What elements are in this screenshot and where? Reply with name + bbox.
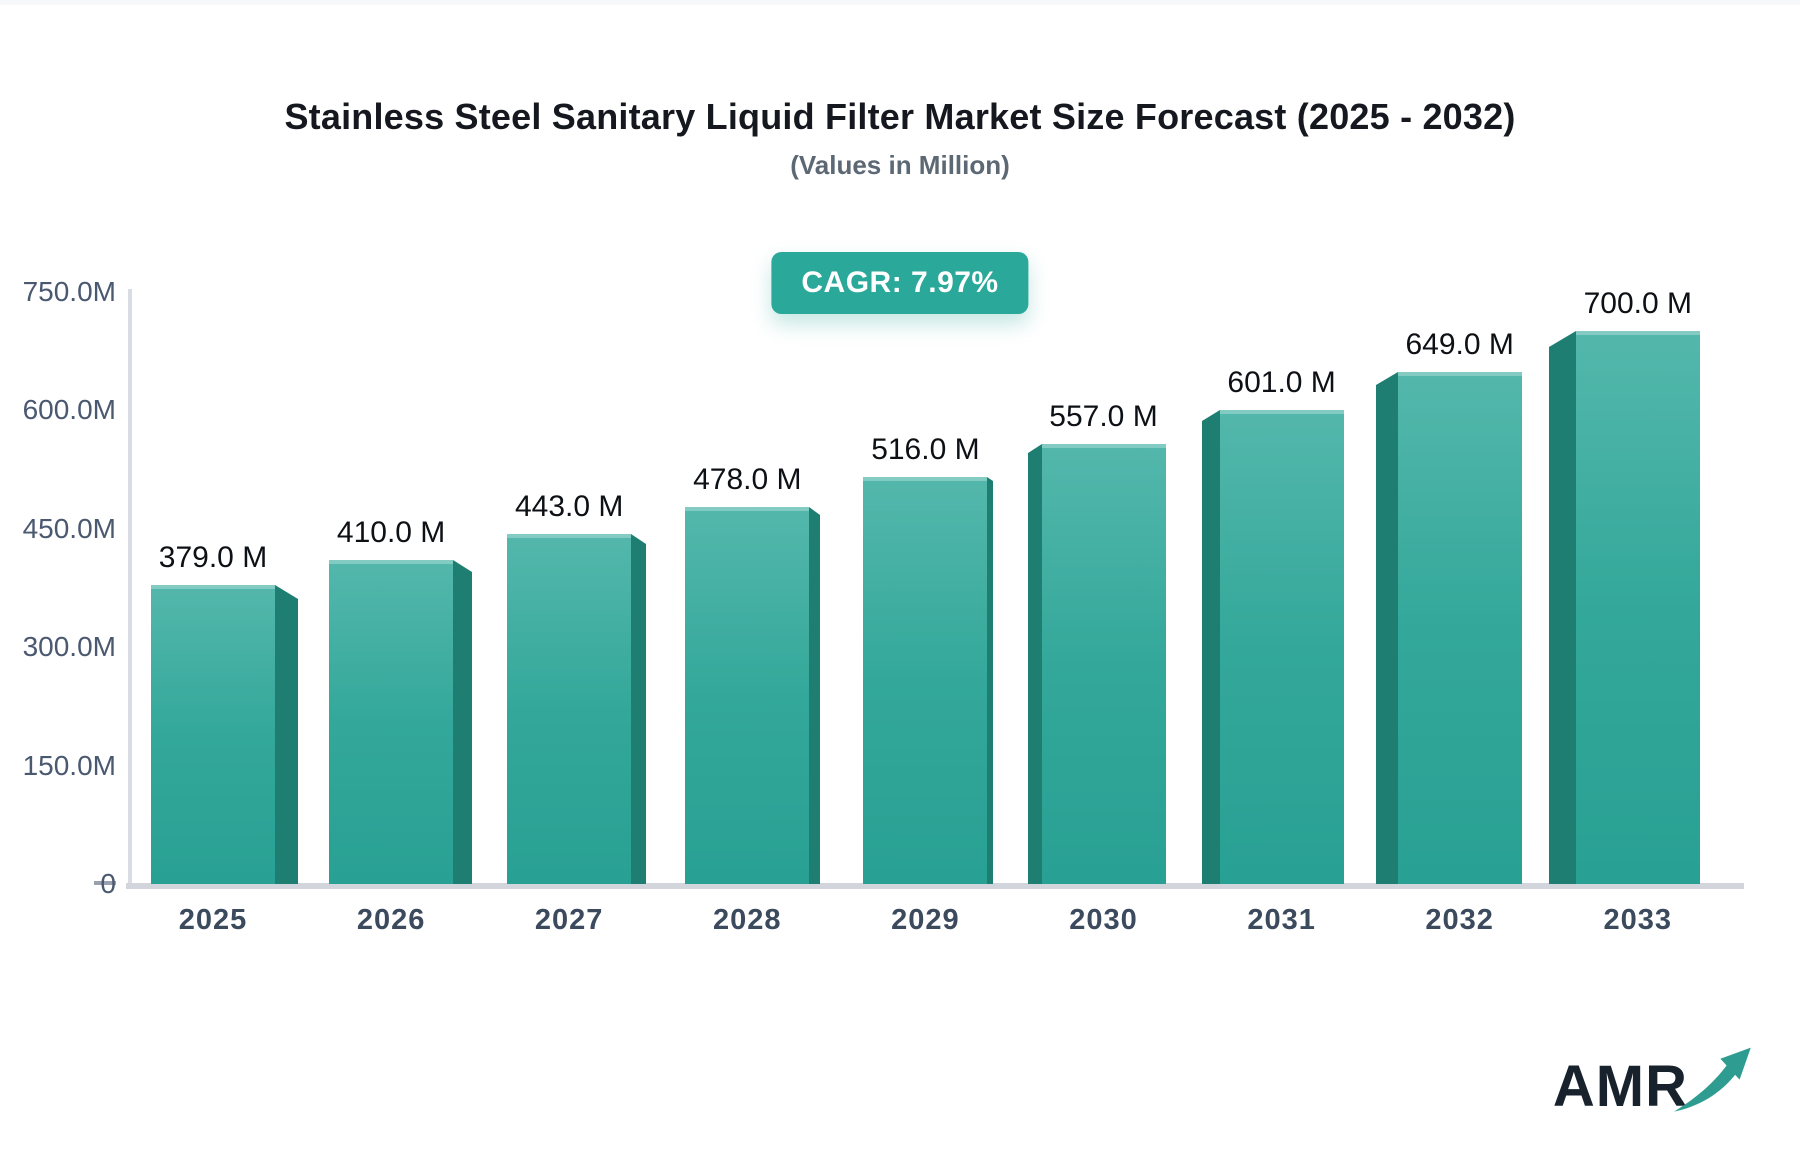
bar-side-face-2031	[1202, 410, 1220, 884]
x-axis-label-2029: 2029	[891, 904, 960, 936]
bar-2033[interactable]	[1576, 331, 1700, 884]
x-axis-label-2028: 2028	[713, 904, 782, 936]
zero-tick-mark	[94, 881, 116, 885]
bar-value-label-2033: 700.0 M	[1583, 287, 1692, 320]
x-axis-label-2032: 2032	[1425, 904, 1494, 936]
bar-side-face-2027	[631, 534, 646, 884]
growth-arrow-icon	[1674, 1047, 1751, 1112]
bar-2027[interactable]	[507, 534, 631, 884]
bar-side-face-2028	[809, 507, 820, 884]
bar-side-face-2025	[275, 585, 298, 884]
logo-text: AMR	[1552, 1054, 1688, 1119]
bar-2029[interactable]	[863, 477, 987, 884]
x-axis-label-2025: 2025	[178, 904, 248, 936]
x-axis-label-2027: 2027	[534, 904, 604, 936]
x-axis-line	[126, 883, 1744, 889]
x-axis-label-2030: 2030	[1069, 904, 1138, 936]
bar-2032[interactable]	[1398, 372, 1522, 884]
bar-value-label-2031: 601.0 M	[1227, 366, 1336, 399]
chart-title: Stainless Steel Sanitary Liquid Filter M…	[284, 96, 1516, 137]
y-axis-tick-label: 450.0M	[22, 512, 116, 544]
page-top-border	[0, 0, 1800, 5]
bar-side-face-2033	[1549, 331, 1576, 884]
y-axis-tick-label: 750.0M	[22, 276, 116, 307]
bar-value-label-2026: 410.0 M	[336, 516, 446, 549]
x-axis-label-2026: 2026	[356, 904, 426, 936]
bar-side-face-2029	[987, 477, 993, 884]
bar-side-face-2030	[1028, 444, 1042, 884]
bar-value-label-2027: 443.0 M	[514, 490, 624, 523]
bar-2025[interactable]	[151, 585, 275, 884]
cagr-badge: CAGR: 7.97%	[771, 252, 1029, 314]
bar-value-label-2030: 557.0 M	[1049, 400, 1158, 433]
bar-side-face-2032	[1376, 372, 1398, 884]
x-axis-label-2033: 2033	[1603, 904, 1673, 936]
chart-subtitle: (Values in Million)	[790, 150, 1010, 180]
bar-side-face-2026	[453, 560, 472, 884]
y-axis-tick-label: 0	[100, 868, 116, 899]
bar-value-label-2028: 478.0 M	[693, 463, 802, 496]
y-axis-tick-label: 300.0M	[22, 631, 116, 663]
y-axis-tick-label: 600.0M	[22, 394, 116, 426]
y-axis-line	[128, 289, 132, 886]
brand-logo: AMR	[1553, 1046, 1754, 1116]
bar-2028[interactable]	[685, 507, 809, 884]
bar-value-label-2029: 516.0 M	[871, 433, 980, 466]
bar-value-label-2025: 379.0 M	[158, 541, 268, 574]
bar-2031[interactable]	[1220, 410, 1344, 884]
bar-value-label-2032: 649.0 M	[1405, 328, 1514, 361]
bar-2026[interactable]	[329, 560, 453, 884]
x-axis-label-2031: 2031	[1247, 904, 1316, 936]
bar-2030[interactable]	[1042, 444, 1166, 884]
y-axis-tick-label: 150.0M	[22, 749, 116, 781]
